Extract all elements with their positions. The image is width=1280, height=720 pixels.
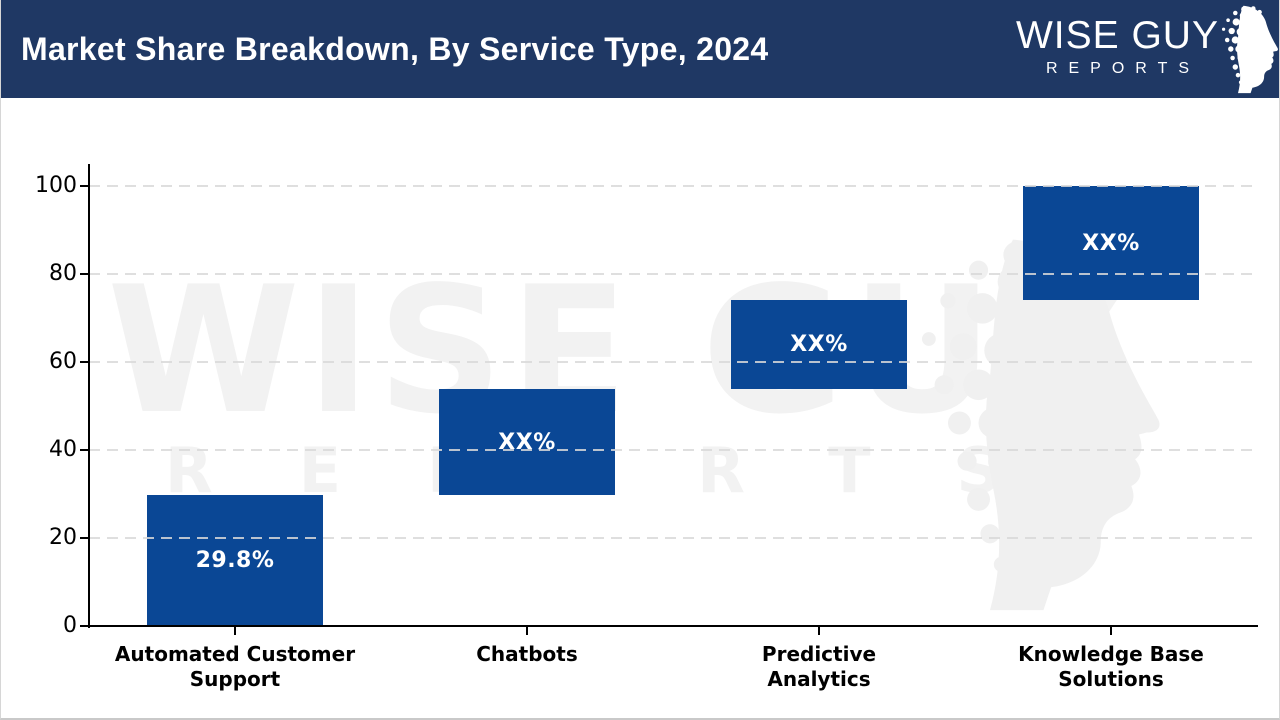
y-tick-label: 80 [49, 261, 77, 286]
category-label: Automated Customer Support [89, 642, 381, 692]
y-tick-mark [80, 361, 89, 363]
category-label: Knowledge Base Solutions [965, 642, 1257, 692]
gridline [89, 185, 1257, 187]
gridline [89, 273, 1257, 275]
bar-segment [731, 300, 907, 390]
y-tick-mark [80, 537, 89, 539]
category-label-line: Support [189, 667, 281, 691]
y-tick-label: 60 [49, 349, 77, 374]
y-tick-mark [80, 273, 89, 275]
x-tick-mark [526, 627, 528, 635]
category-label-line: Predictive [761, 642, 877, 666]
category-label: Predictive Analytics [673, 642, 965, 692]
bar-value-label: XX% [790, 332, 848, 358]
x-tick-mark [1110, 627, 1112, 635]
y-tick-mark [80, 449, 89, 451]
gridline [89, 537, 1257, 539]
logo-subtext: REPORTS [1045, 60, 1201, 77]
category-label-line: Knowledge Base [1018, 642, 1204, 666]
x-axis-line [88, 625, 1258, 627]
y-axis-line [88, 164, 90, 628]
y-tick-mark [80, 625, 89, 627]
gridline [89, 361, 1257, 363]
category-label-line: Automated Customer [114, 642, 356, 666]
bar-value-label: 29.8% [195, 547, 275, 573]
category-label-line: Chatbots [476, 642, 578, 666]
bar-value-label: XX% [498, 429, 556, 455]
category-label-line: Solutions [1058, 667, 1164, 691]
bar-segment [439, 389, 615, 495]
page-title: Market Share Breakdown, By Service Type,… [21, 30, 769, 67]
wiseguy-head-icon [1193, 4, 1280, 94]
category-label: Chatbots [381, 642, 673, 667]
bar-segment [147, 494, 323, 626]
y-tick-mark [80, 185, 89, 187]
bar-value-label: XX% [1082, 230, 1140, 256]
y-tick-label: 0 [63, 613, 77, 638]
x-tick-mark [818, 627, 820, 635]
x-tick-mark [234, 627, 236, 635]
logo-wordmark: WISE GUY [1015, 14, 1219, 57]
wiseguy-logo: WISE GUY REPORTS [1016, 13, 1219, 78]
category-label-line: Analytics [767, 667, 871, 691]
y-tick-label: 20 [49, 525, 77, 550]
header-bar: Market Share Breakdown, By Service Type,… [1, 0, 1280, 98]
y-tick-label: 100 [35, 173, 77, 198]
y-tick-label: 40 [49, 437, 77, 462]
bar-segment [1023, 186, 1199, 301]
gridline [89, 449, 1257, 451]
